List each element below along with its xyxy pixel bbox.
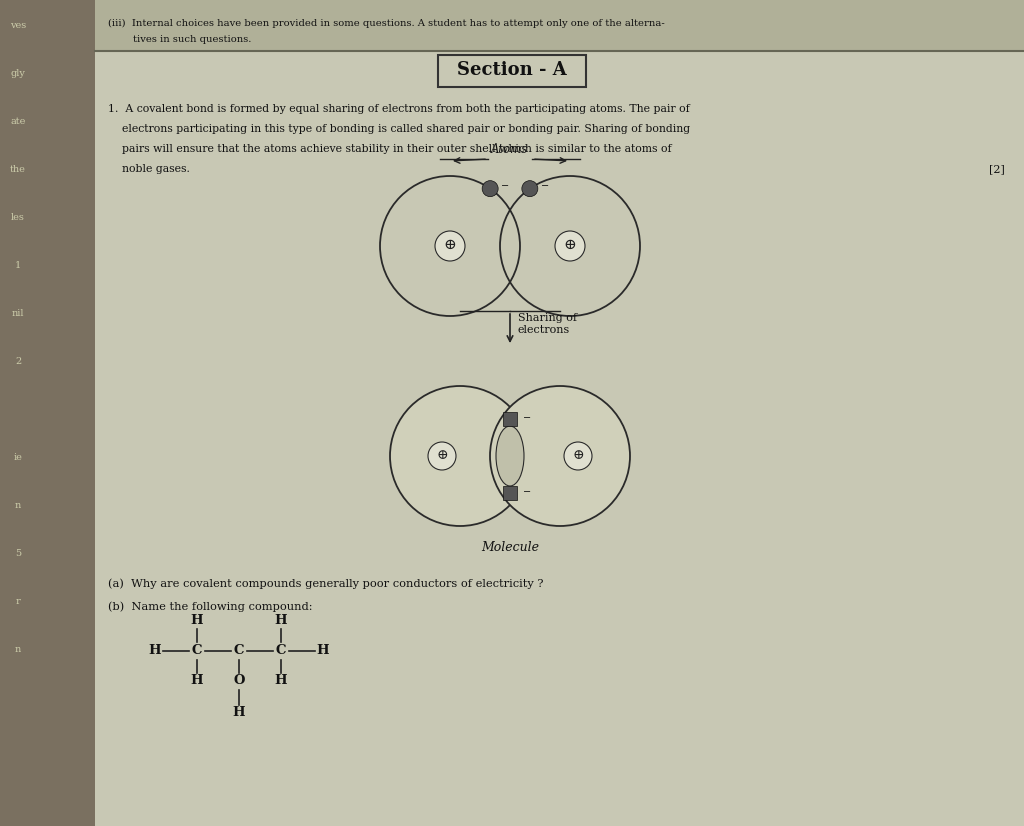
Text: H: H [274, 675, 288, 687]
Text: C: C [275, 644, 287, 657]
Text: the: the [10, 165, 26, 174]
Text: ⊕: ⊕ [572, 448, 584, 462]
Text: C: C [233, 644, 245, 657]
Circle shape [564, 442, 592, 470]
Polygon shape [0, 0, 95, 826]
Text: (a)  Why are covalent compounds generally poor conductors of electricity ?: (a) Why are covalent compounds generally… [108, 578, 544, 589]
Circle shape [390, 386, 530, 526]
Text: ⊕: ⊕ [436, 448, 447, 462]
Text: (iii)  Internal choices have been provided in some questions. A student has to a: (iii) Internal choices have been provide… [108, 18, 665, 27]
Text: electrons participating in this type of bonding is called shared pair or bonding: electrons participating in this type of … [108, 124, 690, 134]
Text: pairs will ensure that the atoms achieve stability in their outer shell which is: pairs will ensure that the atoms achieve… [108, 144, 672, 154]
Text: ves: ves [10, 21, 27, 31]
Circle shape [522, 181, 538, 197]
Text: 5: 5 [15, 549, 22, 558]
Bar [503, 412, 517, 426]
Text: H: H [274, 615, 288, 628]
Text: H: H [190, 615, 204, 628]
Text: Section - A: Section - A [457, 61, 567, 79]
Polygon shape [95, 0, 1024, 826]
Text: −: − [501, 183, 509, 191]
Text: nil: nil [11, 310, 25, 319]
Text: H: H [190, 675, 204, 687]
Text: −: − [523, 415, 531, 424]
Text: 2: 2 [15, 358, 22, 367]
Ellipse shape [496, 426, 524, 486]
Circle shape [555, 231, 585, 261]
Text: −: − [523, 488, 531, 497]
Text: Sharing of
electrons: Sharing of electrons [518, 313, 577, 335]
Text: Molecule: Molecule [481, 541, 539, 554]
Text: C: C [191, 644, 203, 657]
Text: H: H [232, 706, 246, 719]
Text: ⊕: ⊕ [563, 238, 577, 252]
Text: [2]: [2] [989, 164, 1005, 174]
Circle shape [490, 386, 630, 526]
Text: 1: 1 [15, 262, 22, 270]
Text: ie: ie [13, 453, 23, 463]
Text: 1.  A covalent bond is formed by equal sharing of electrons from both the partic: 1. A covalent bond is formed by equal sh… [108, 104, 690, 114]
Circle shape [435, 231, 465, 261]
Bar [95, 0, 1024, 50]
Text: H: H [316, 644, 330, 657]
Bar [503, 486, 517, 500]
Text: ⊕: ⊕ [443, 238, 457, 252]
Circle shape [428, 442, 456, 470]
Text: ate: ate [10, 117, 26, 126]
Text: les: les [11, 213, 25, 222]
Text: O: O [233, 675, 245, 687]
Text: noble gases.: noble gases. [108, 164, 189, 174]
Text: gly: gly [10, 69, 26, 78]
Text: n: n [15, 645, 22, 654]
Circle shape [482, 181, 498, 197]
Text: H: H [148, 644, 162, 657]
Text: r: r [15, 597, 20, 606]
Text: (b)  Name the following compound:: (b) Name the following compound: [108, 601, 312, 611]
FancyBboxPatch shape [438, 55, 586, 87]
Text: tives in such questions.: tives in such questions. [108, 36, 251, 45]
Text: Atoms: Atoms [492, 143, 528, 156]
Text: n: n [15, 501, 22, 510]
Text: −: − [541, 183, 549, 191]
